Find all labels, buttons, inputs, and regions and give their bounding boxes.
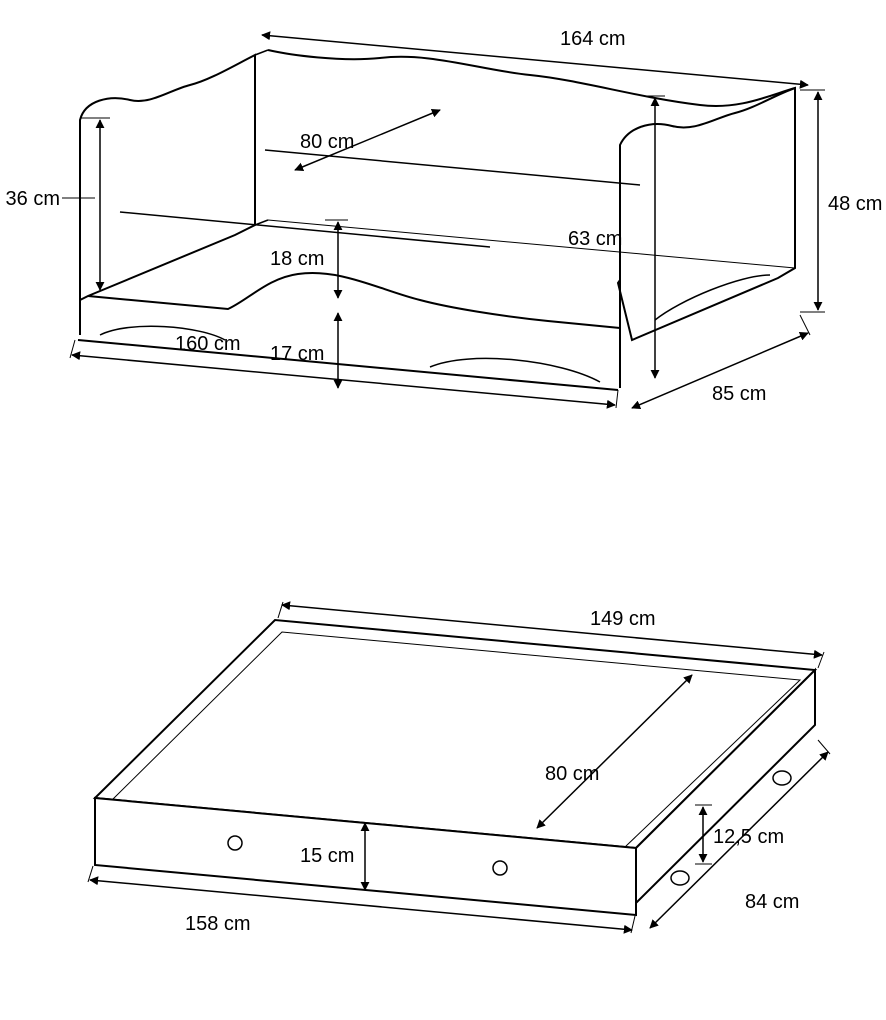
- label-18: 18 cm: [270, 248, 324, 270]
- label-158: 158 cm: [185, 913, 251, 935]
- label-15: 15 cm: [300, 845, 354, 867]
- drawer-diagram: 149 cm 80 cm 15 cm 12,5 cm 158 cm 84 cm: [88, 602, 830, 935]
- label-80-bed: 80 cm: [300, 131, 354, 153]
- drawer-wheel-2: [773, 771, 791, 785]
- bed-mattress-back-edge: [265, 150, 640, 185]
- label-80-drawer: 80 cm: [545, 763, 599, 785]
- label-85: 85 cm: [712, 383, 766, 405]
- label-63: 63 cm: [568, 228, 622, 250]
- label-12-5: 12,5 cm: [713, 826, 784, 848]
- label-84: 84 cm: [745, 891, 799, 913]
- label-164: 164 cm: [560, 28, 626, 50]
- technical-drawing: 164 cm 80 cm 36 cm 18 cm 17 cm 160 cm 63…: [0, 0, 886, 1020]
- label-160: 160 cm: [175, 333, 241, 355]
- drawer-wheel-1: [671, 871, 689, 885]
- bed-right-endboard: [618, 88, 795, 340]
- bed-front-rail: [88, 273, 620, 328]
- label-36: 36 cm: [6, 188, 60, 210]
- label-48: 48 cm: [828, 193, 882, 215]
- bed-diagram: 164 cm 80 cm 36 cm 18 cm 17 cm 160 cm 63…: [6, 28, 883, 408]
- bed-left-endboard: [80, 55, 255, 300]
- label-149: 149 cm: [590, 608, 656, 630]
- label-17: 17 cm: [270, 343, 324, 365]
- bed-back-rail: [268, 50, 795, 106]
